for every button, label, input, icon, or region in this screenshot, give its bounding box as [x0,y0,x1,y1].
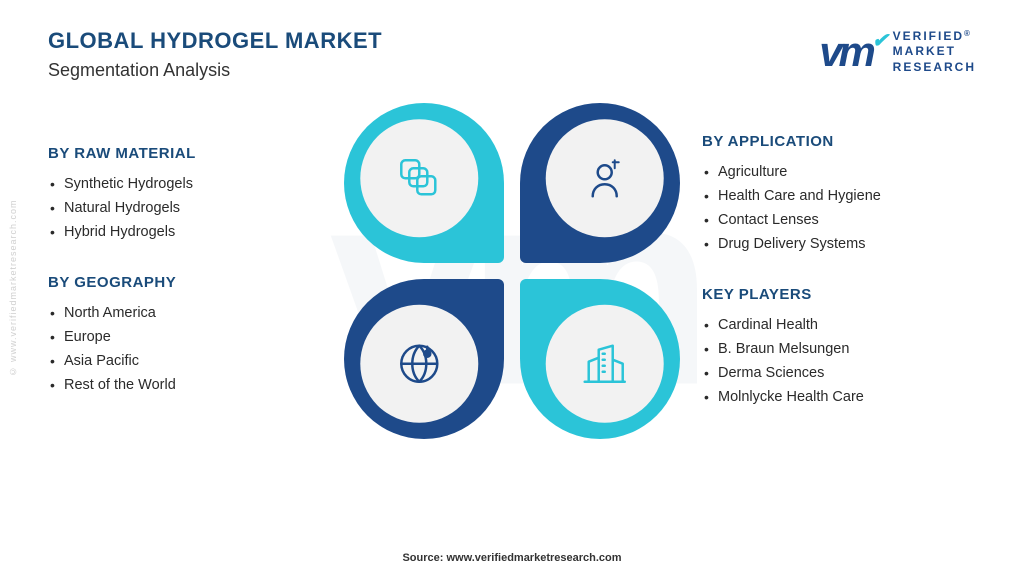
petal-br [520,279,680,439]
globe-icon [360,305,478,423]
list-item: Contact Lenses [702,208,976,232]
left-column: BY RAW MATERIAL Synthetic HydrogelsNatur… [48,145,322,397]
content: BY RAW MATERIAL Synthetic HydrogelsNatur… [0,91,1024,441]
building-icon [546,305,664,423]
list-item: Cardinal Health [702,313,976,337]
segment-key-players: KEY PLAYERS Cardinal HealthB. Braun Mels… [702,286,976,409]
segment-list: North AmericaEuropeAsia PacificRest of t… [48,301,322,397]
page-subtitle: Segmentation Analysis [48,60,382,81]
list-item: Drug Delivery Systems [702,232,976,256]
segment-heading: BY APPLICATION [702,133,976,150]
segment-heading: KEY PLAYERS [702,286,976,303]
logo: vm✔ VERIFIED® MARKET RESEARCH [819,28,976,76]
list-item: Hybrid Hydrogels [48,220,322,244]
layers-icon [360,119,478,237]
segment-list: Synthetic HydrogelsNatural HydrogelsHybr… [48,172,322,244]
segment-geography: BY GEOGRAPHY North AmericaEuropeAsia Pac… [48,274,322,397]
list-item: Europe [48,325,322,349]
person-icon [546,119,664,237]
petal-tr [520,103,680,263]
list-item: Derma Sciences [702,361,976,385]
list-item: B. Braun Melsungen [702,337,976,361]
header: GLOBAL HYDROGEL MARKET Segmentation Anal… [0,0,1024,91]
list-item: North America [48,301,322,325]
petal-tl [344,103,504,263]
list-item: Natural Hydrogels [48,196,322,220]
logo-accent: ✔ [872,30,885,52]
segment-list: Cardinal HealthB. Braun MelsungenDerma S… [702,313,976,409]
list-item: Agriculture [702,160,976,184]
list-item: Rest of the World [48,373,322,397]
list-item: Molnlycke Health Care [702,385,976,409]
segment-raw-material: BY RAW MATERIAL Synthetic HydrogelsNatur… [48,145,322,244]
segment-list: AgricultureHealth Care and HygieneContac… [702,160,976,256]
logo-text: VERIFIED® MARKET RESEARCH [893,29,976,76]
list-item: Health Care and Hygiene [702,184,976,208]
right-column: BY APPLICATION AgricultureHealth Care an… [702,133,976,409]
list-item: Synthetic Hydrogels [48,172,322,196]
list-item: Asia Pacific [48,349,322,373]
center-graphic [342,101,682,441]
petal-bl [344,279,504,439]
source-text: Source: www.verifiedmarketresearch.com [0,552,1024,564]
title-block: GLOBAL HYDROGEL MARKET Segmentation Anal… [48,28,382,81]
logo-mark: vm✔ [819,28,884,76]
page-title: GLOBAL HYDROGEL MARKET [48,28,382,54]
segment-application: BY APPLICATION AgricultureHealth Care an… [702,133,976,256]
segment-heading: BY RAW MATERIAL [48,145,322,162]
segment-heading: BY GEOGRAPHY [48,274,322,291]
